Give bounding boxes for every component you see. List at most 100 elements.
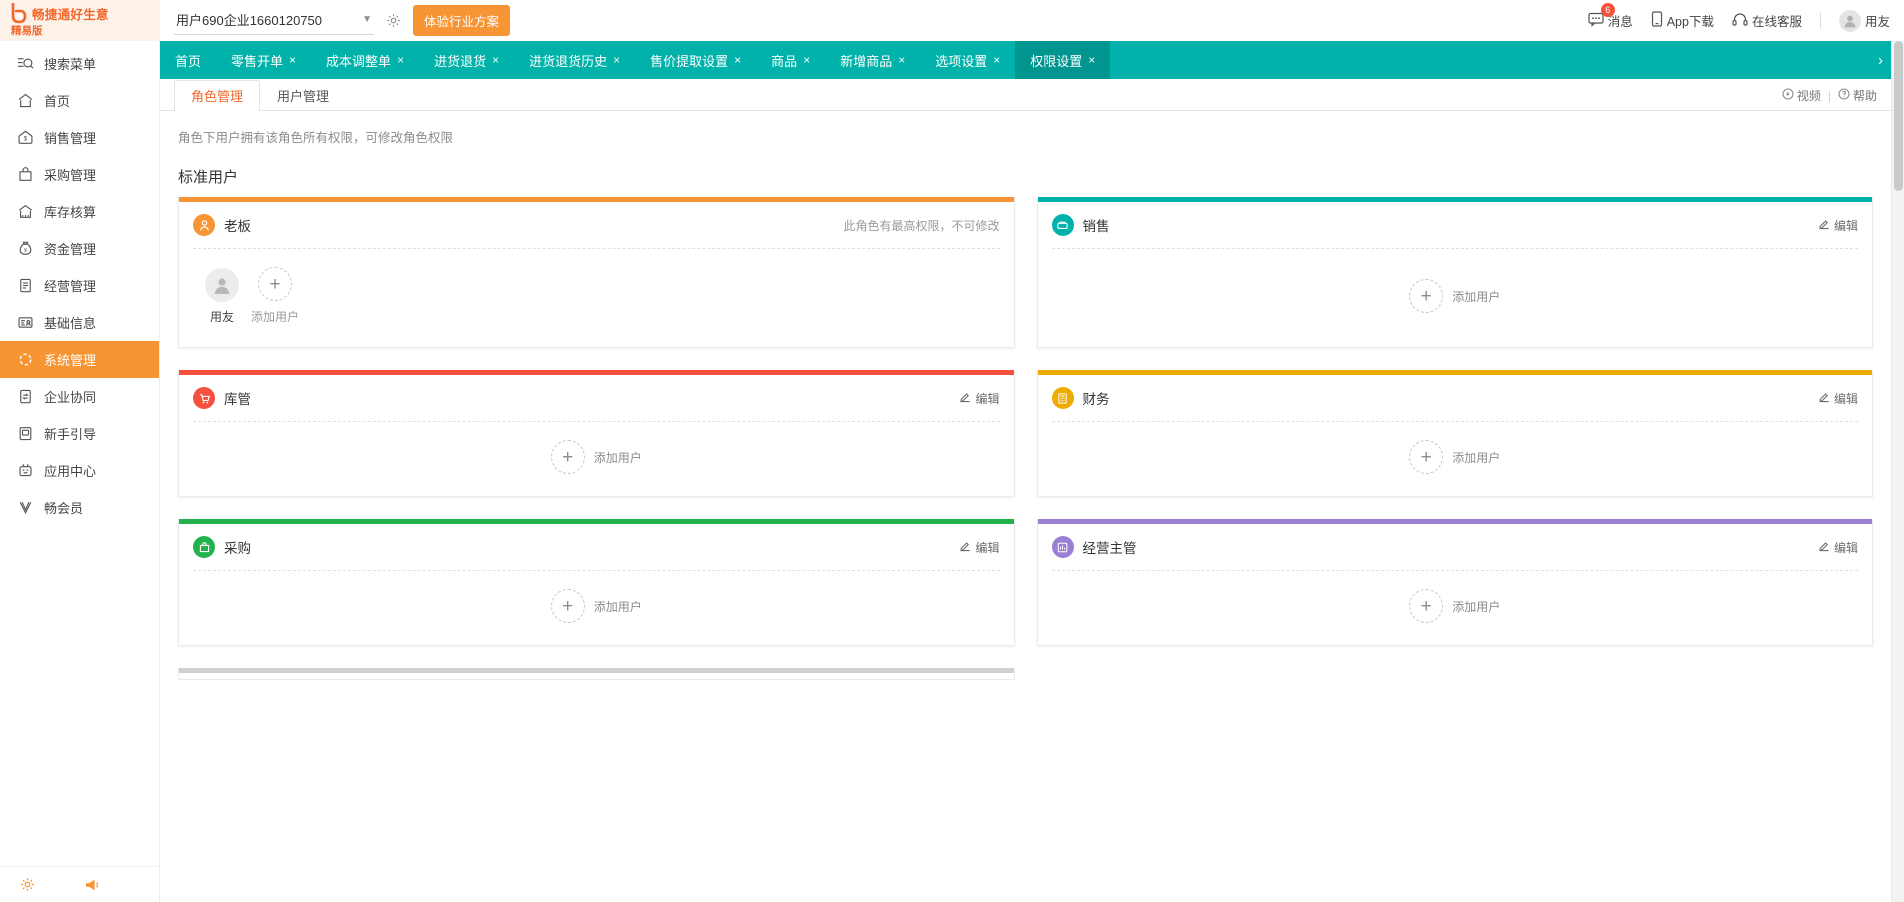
user-chip[interactable]: 用友	[193, 267, 251, 325]
sidebar-item-beginner-guide[interactable]: 新手引导	[0, 415, 159, 452]
tab-price-extract-settings[interactable]: 售价提取设置 ×	[635, 41, 756, 79]
role-name: 老板	[224, 219, 251, 234]
tab-new-goods[interactable]: 新增商品 ×	[825, 41, 920, 79]
plus-icon[interactable]: +	[258, 267, 292, 301]
close-icon[interactable]: ×	[492, 53, 500, 67]
sidebar-item-collaboration[interactable]: 企业协同	[0, 378, 159, 415]
tab-purchase-return[interactable]: 进货退货 ×	[419, 41, 514, 79]
tab-option-settings[interactable]: 选项设置 ×	[920, 41, 1015, 79]
messages-label: 消息	[1607, 15, 1633, 29]
card-body: + 添加用户	[1038, 571, 1873, 645]
bag-icon	[193, 536, 215, 558]
brand-mark-icon	[10, 3, 27, 24]
divider	[1051, 248, 1858, 249]
tab-cost-adjust[interactable]: 成本调整单 ×	[311, 41, 419, 79]
tab-permission-settings[interactable]: 权限设置 ×	[1015, 41, 1111, 79]
sidebar-item-vip[interactable]: 畅会员	[0, 489, 159, 526]
collab-icon	[17, 388, 34, 405]
scrollbar-thumb[interactable]	[1894, 41, 1903, 191]
brand-logo-area[interactable]: 畅捷通好生意 精易版	[0, 0, 160, 41]
sidebar-item-sales[interactable]: $ 销售管理	[0, 119, 159, 156]
tab-overflow-button[interactable]: ›	[1878, 41, 1891, 79]
org-selector[interactable]: 用户690企业1660120750 ▼	[174, 7, 374, 35]
add-user-control[interactable]: + 添加用户	[251, 267, 299, 325]
tab-goods[interactable]: 商品 ×	[756, 41, 825, 79]
page-scrollbar[interactable]	[1891, 41, 1904, 902]
tab-purchase-return-history[interactable]: 进货退货历史 ×	[514, 41, 635, 79]
help-link[interactable]: 帮助	[1838, 87, 1877, 104]
close-icon[interactable]: ×	[289, 53, 297, 67]
add-user-label: 添加用户	[251, 310, 300, 324]
content-panel: 角色管理 用户管理 视频 |	[160, 79, 1891, 902]
tab-label: 首页	[175, 53, 202, 69]
user-account-button[interactable]: 用友	[1838, 9, 1890, 32]
page-title: 标准用户	[178, 169, 239, 186]
edit-role-button[interactable]: 编辑	[959, 390, 1000, 407]
experience-solution-button[interactable]: 体验行业方案	[413, 5, 511, 36]
sidebar: 搜索菜单 首页 $ 销售管理	[0, 41, 160, 902]
sidebar-search-menu[interactable]: 搜索菜单	[0, 45, 159, 82]
close-icon[interactable]: ×	[803, 53, 811, 67]
sidebar-item-home[interactable]: 首页	[0, 82, 159, 119]
close-icon[interactable]: ×	[993, 53, 1001, 67]
close-icon[interactable]: ×	[898, 53, 906, 67]
messages-button[interactable]: 消息 6	[1588, 3, 1633, 30]
help-label: 帮助	[1852, 89, 1877, 103]
megaphone-icon[interactable]	[85, 878, 101, 892]
sidebar-item-inventory[interactable]: 库存核算	[0, 193, 159, 230]
edit-role-button[interactable]: 编辑	[1818, 539, 1858, 556]
gear-icon[interactable]	[20, 877, 35, 892]
edit-role-button[interactable]: 编辑	[959, 539, 1000, 556]
gear-icon[interactable]	[386, 13, 401, 28]
tab-home[interactable]: 首页	[160, 41, 216, 79]
sidebar-item-app-center[interactable]: 应用中心	[0, 452, 159, 489]
plus-icon[interactable]: +	[1409, 440, 1444, 474]
tab-retail-order[interactable]: 零售开单 ×	[216, 41, 311, 79]
chevron-down-icon: ▼	[362, 13, 372, 25]
plus-icon[interactable]: +	[550, 589, 585, 623]
edit-pencil-icon	[959, 540, 971, 555]
body-row: 搜索菜单 首页 $ 销售管理	[0, 41, 1904, 902]
sidebar-item-funds[interactable]: ¥ 资金管理	[0, 230, 159, 267]
close-icon[interactable]: ×	[613, 53, 621, 67]
tab-label: 商品	[771, 53, 798, 69]
close-icon[interactable]: ×	[397, 53, 405, 67]
brand-edition: 精易版	[11, 25, 43, 37]
card-header: 销售 编辑	[1038, 202, 1873, 248]
card-accent-bar	[1037, 370, 1872, 375]
sidebar-item-operation-mgmt[interactable]: 经营管理	[0, 267, 159, 304]
role-name: 财务	[1082, 392, 1110, 407]
plus-icon[interactable]: +	[550, 440, 585, 474]
divider	[193, 570, 1000, 571]
card-header: 经营主管 编辑	[1038, 524, 1873, 570]
add-user-control[interactable]: + 添加用户	[1409, 589, 1500, 623]
header-main: 用户690企业1660120750 ▼ 体验行业方案	[160, 0, 1904, 41]
scroll-area: 角色下用户拥有该角色所有权限，可修改角色权限 标准用户 老板	[160, 111, 1891, 902]
plus-icon[interactable]: +	[1409, 279, 1444, 313]
sidebar-item-basic-info[interactable]: 基础信息	[0, 304, 159, 341]
add-user-control[interactable]: + 添加用户	[550, 440, 642, 474]
sidebar-item-label: 企业协同	[44, 390, 97, 405]
edit-role-button[interactable]: 编辑	[1818, 217, 1858, 234]
add-user-control[interactable]: + 添加用户	[550, 589, 642, 623]
tab-role-management[interactable]: 角色管理	[174, 80, 261, 111]
sidebar-item-label: 经营管理	[44, 279, 97, 294]
tab-user-management[interactable]: 用户管理	[260, 80, 346, 111]
tab-label: 新增商品	[840, 53, 893, 69]
video-link[interactable]: 视频	[1782, 87, 1821, 104]
sidebar-item-label: 库存核算	[44, 205, 97, 220]
settings-dashed-icon	[17, 351, 34, 368]
online-service-button[interactable]: 在线客服	[1732, 11, 1802, 30]
sidebar-item-system-mgmt[interactable]: 系统管理	[0, 341, 159, 378]
role-card-partial	[178, 668, 1015, 680]
close-icon[interactable]: ×	[1088, 53, 1096, 67]
add-user-label: 添加用户	[593, 599, 642, 614]
add-user-control[interactable]: + 添加用户	[1409, 279, 1500, 313]
app-download-button[interactable]: App下载	[1651, 11, 1714, 30]
plus-icon[interactable]: +	[1409, 589, 1444, 623]
edit-role-button[interactable]: 编辑	[1818, 390, 1858, 407]
sidebar-item-purchase-mgmt[interactable]: 采购管理	[0, 156, 159, 193]
divider	[1051, 421, 1858, 422]
close-icon[interactable]: ×	[734, 53, 742, 67]
add-user-control[interactable]: + 添加用户	[1409, 440, 1500, 474]
